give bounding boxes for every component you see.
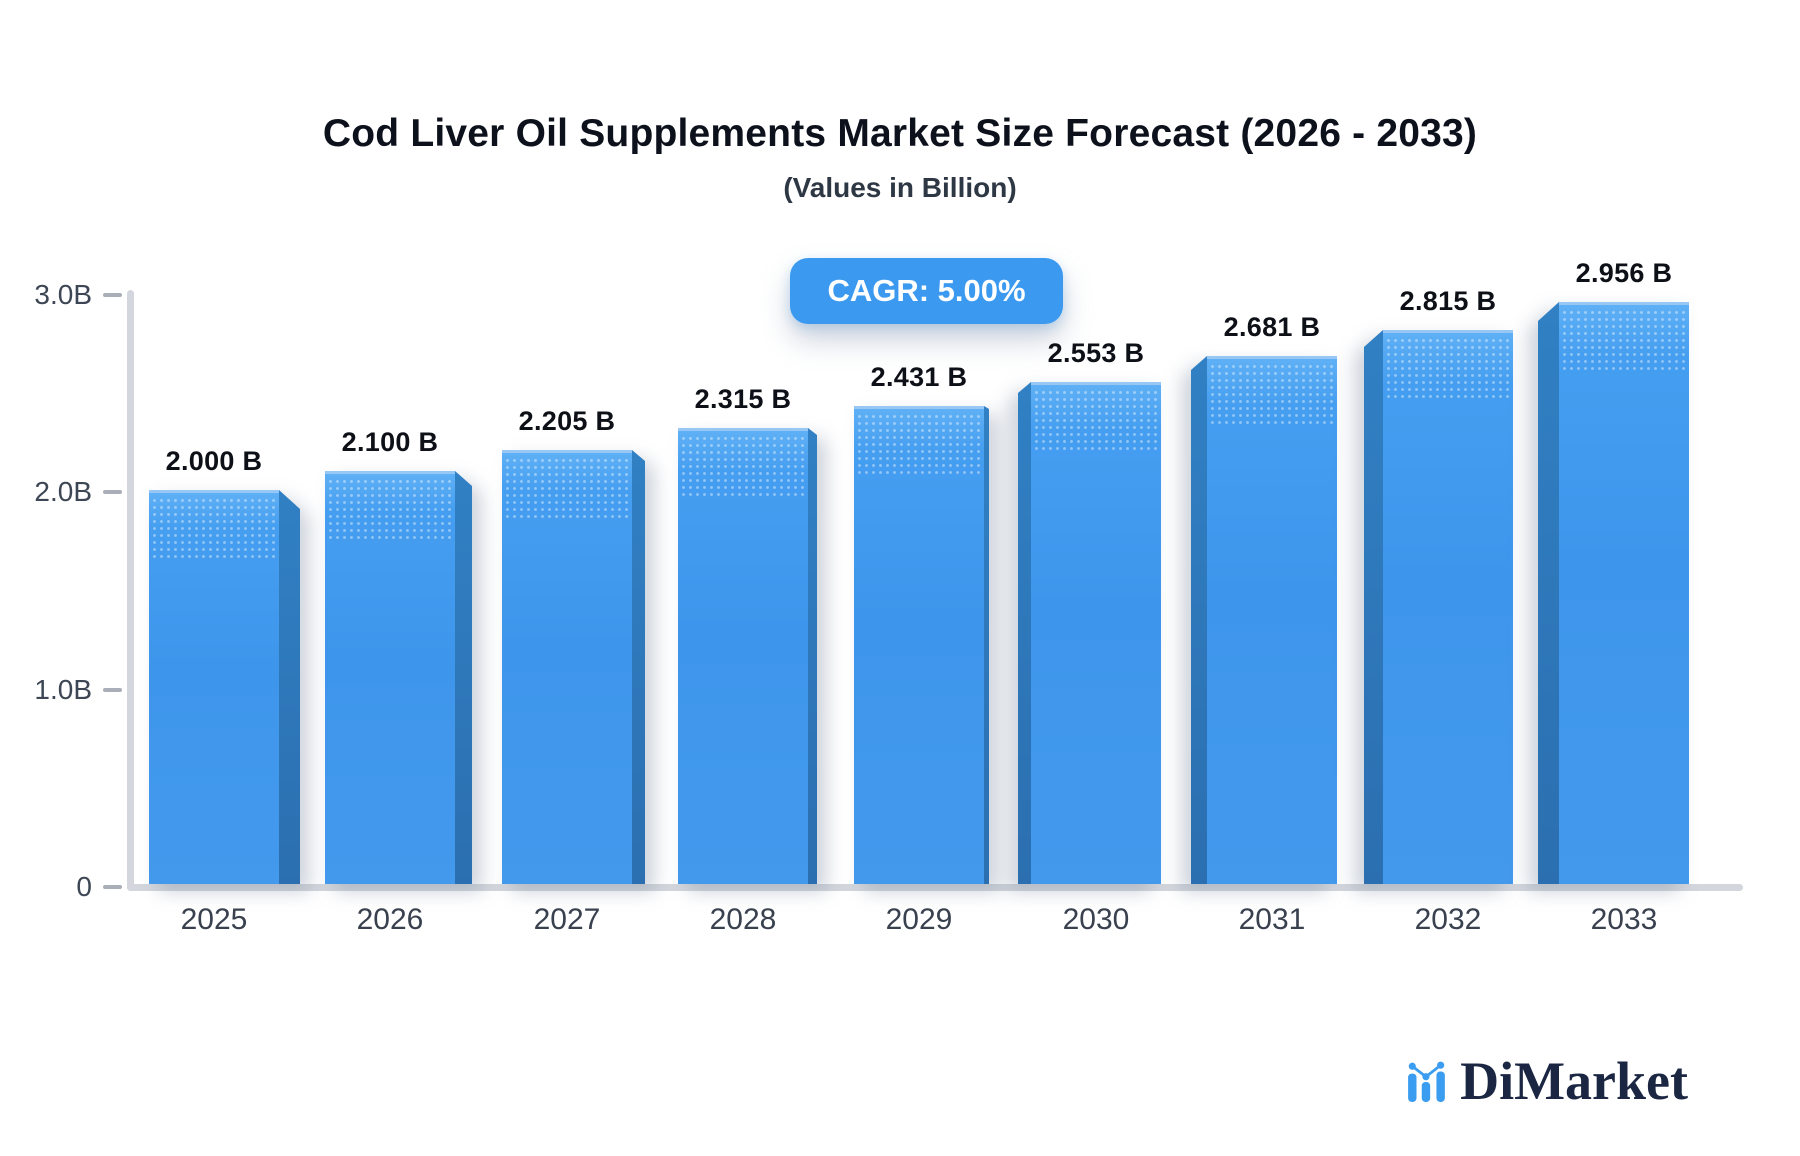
y-tick-label-1.0B: 1.0B [34,674,92,705]
x-tick-label-2025: 2025 [180,903,248,936]
bar-value-label-2033: 2.956 B [1575,258,1673,288]
bar-shape [678,428,817,884]
x-tick-label-2026: 2026 [356,903,424,936]
bar-face [502,450,632,884]
y-tick-label-2.0B: 2.0B [34,476,92,507]
bar-2032[interactable] [1364,330,1513,884]
bar-side-panel [808,428,817,884]
bar-face [1559,302,1689,884]
bar-shape [1018,382,1161,884]
x-tick-label-2033: 2033 [1590,903,1658,936]
bar-side-panel [1364,330,1383,884]
chart-title: Cod Liver Oil Supplements Market Size Fo… [322,112,1478,155]
x-tick-label-2031: 2031 [1238,903,1306,936]
bar-2026[interactable] [325,471,472,884]
bar-face [1031,382,1161,884]
bar-face [149,490,279,884]
bar-shape [854,406,989,884]
bar-2025[interactable] [149,490,300,884]
x-tick-label-2029: 2029 [885,903,953,936]
bar-side-panel [455,471,472,884]
bar-value-label-2029: 2.431 B [870,362,968,392]
bar-value-label-2031: 2.681 B [1223,312,1321,342]
y-tick-label-3.0B: 3.0B [34,279,92,310]
y-tick-mark [103,490,122,494]
x-tick-label-2030: 2030 [1062,903,1130,936]
x-tick-label-2027: 2027 [533,903,601,936]
y-tick-label-0: 0 [76,871,92,902]
bar-2033[interactable] [1538,302,1689,884]
y-tick-mark [103,688,122,692]
bar-2028[interactable] [678,428,817,884]
x-axis-baseline [127,884,1743,891]
brand-logo: DiMarket [1408,1054,1688,1108]
chart-subtitle: (Values in Billion) [783,172,1017,203]
bar-value-label-2032: 2.815 B [1399,286,1497,316]
bar-shape [1191,356,1337,884]
bar-value-label-2028: 2.315 B [694,384,792,414]
x-tick-label-2032: 2032 [1414,903,1482,936]
bar-shape [325,471,472,884]
bar-shape [1364,330,1513,884]
bar-value-label-2027: 2.205 B [518,406,616,436]
y-tick-mark [103,293,122,297]
bar-value-label-2025: 2.000 B [165,446,263,476]
bar-value-label-2026: 2.100 B [341,427,439,457]
bar-side-panel [632,450,645,884]
cagr-badge: CAGR: 5.00% [790,258,1063,324]
bar-side-panel [984,406,989,884]
bar-side-panel [1018,382,1031,884]
bar-face [678,428,808,884]
bar-value-label-2030: 2.553 B [1047,338,1145,368]
bar-2030[interactable] [1018,382,1161,884]
bar-face [325,471,455,884]
bar-shape [1538,302,1689,884]
bar-chart-logo-icon [1408,1061,1446,1108]
bar-2031[interactable] [1191,356,1337,884]
bar-shape [149,490,300,884]
y-axis-line [127,290,134,890]
brand-logo-text: DiMarket [1460,1051,1688,1111]
bar-face [1207,356,1337,884]
x-tick-label-2028: 2028 [709,903,777,936]
bar-2027[interactable] [502,450,645,884]
bar-2029[interactable] [854,406,989,884]
y-tick-mark [103,885,122,889]
bar-face [1383,330,1513,884]
bar-side-panel [279,490,300,884]
bar-shape [502,450,645,884]
bar-face [854,406,984,884]
bar-side-panel [1191,356,1207,884]
bar-side-panel [1538,302,1559,884]
